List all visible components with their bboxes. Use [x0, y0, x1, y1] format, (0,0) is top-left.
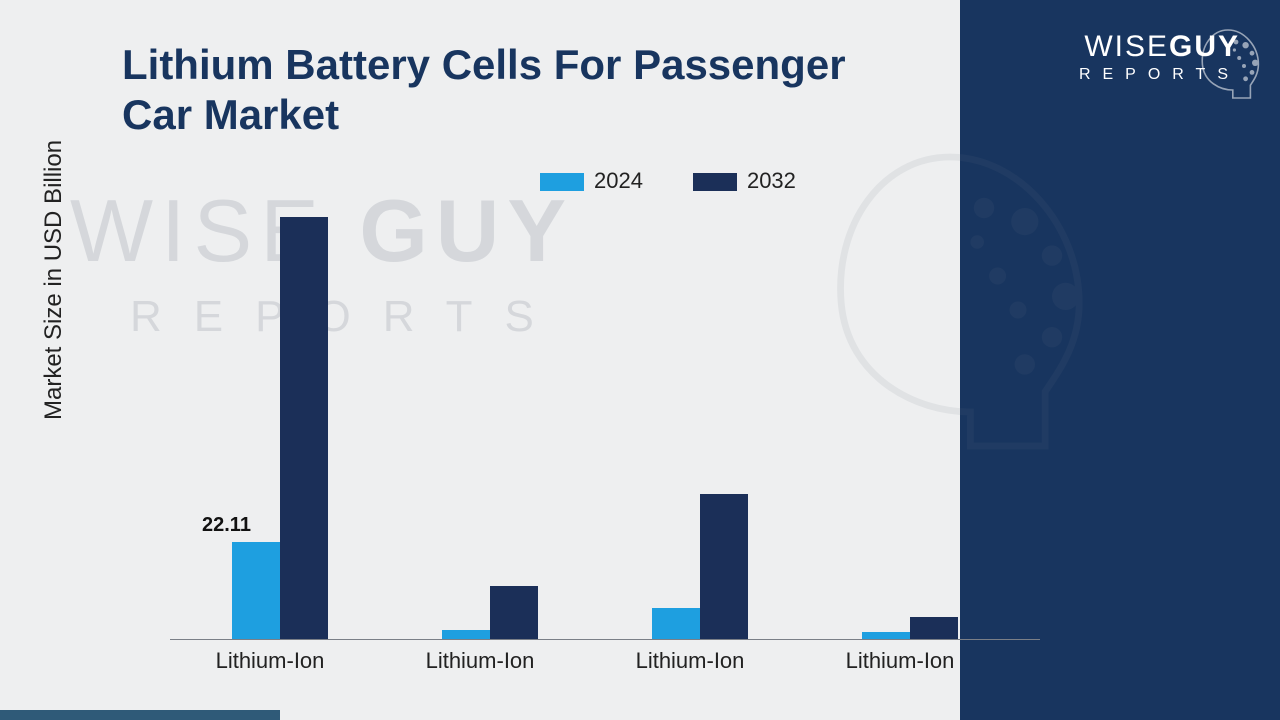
bar: [862, 632, 910, 639]
x-tick-label: Lithium-Ion: [590, 648, 790, 674]
bar-group: Lithium-Ion: [380, 200, 580, 640]
chart-title: Lithium Battery Cells For Passenger Car …: [122, 40, 882, 141]
legend-label: 2024: [594, 168, 643, 193]
bar: [910, 617, 958, 639]
bar-value-label: 22.11: [202, 514, 251, 537]
x-tick-label: Lithium-Ion: [170, 648, 370, 674]
legend-item: 2032: [693, 168, 796, 194]
brand-line1-b: GUY: [1169, 30, 1240, 63]
bar: [442, 630, 490, 639]
legend-swatch: [540, 173, 584, 191]
bar-group: Lithium-Ion: [590, 200, 790, 640]
bottom-accent-bar: [0, 710, 280, 720]
brand-logo: WISEGUY REPORTS: [1079, 30, 1240, 84]
chart-canvas: WISEGUY REPORTS Lithium Battery Cells Fo…: [0, 0, 1280, 720]
bar: [700, 494, 748, 639]
bar: [652, 608, 700, 639]
brand-line2: REPORTS: [1079, 66, 1240, 84]
x-tick-label: Lithium-Ion: [380, 648, 580, 674]
chart-legend: 2024 2032: [540, 168, 796, 194]
bar: [490, 586, 538, 639]
bar: [232, 542, 280, 639]
brand-line1-a: WISE: [1084, 30, 1169, 63]
y-axis-label: Market Size in USD Billion: [40, 140, 68, 420]
legend-item: 2024: [540, 168, 643, 194]
legend-swatch: [693, 173, 737, 191]
legend-label: 2032: [747, 168, 796, 193]
bar: [280, 217, 328, 639]
bar-group: 22.11Lithium-Ion: [170, 200, 370, 640]
plot-area: 22.11Lithium-IonLithium-IonLithium-IonLi…: [120, 200, 1040, 640]
bar-group: Lithium-Ion: [800, 200, 1000, 640]
x-tick-label: Lithium-Ion: [800, 648, 1000, 674]
